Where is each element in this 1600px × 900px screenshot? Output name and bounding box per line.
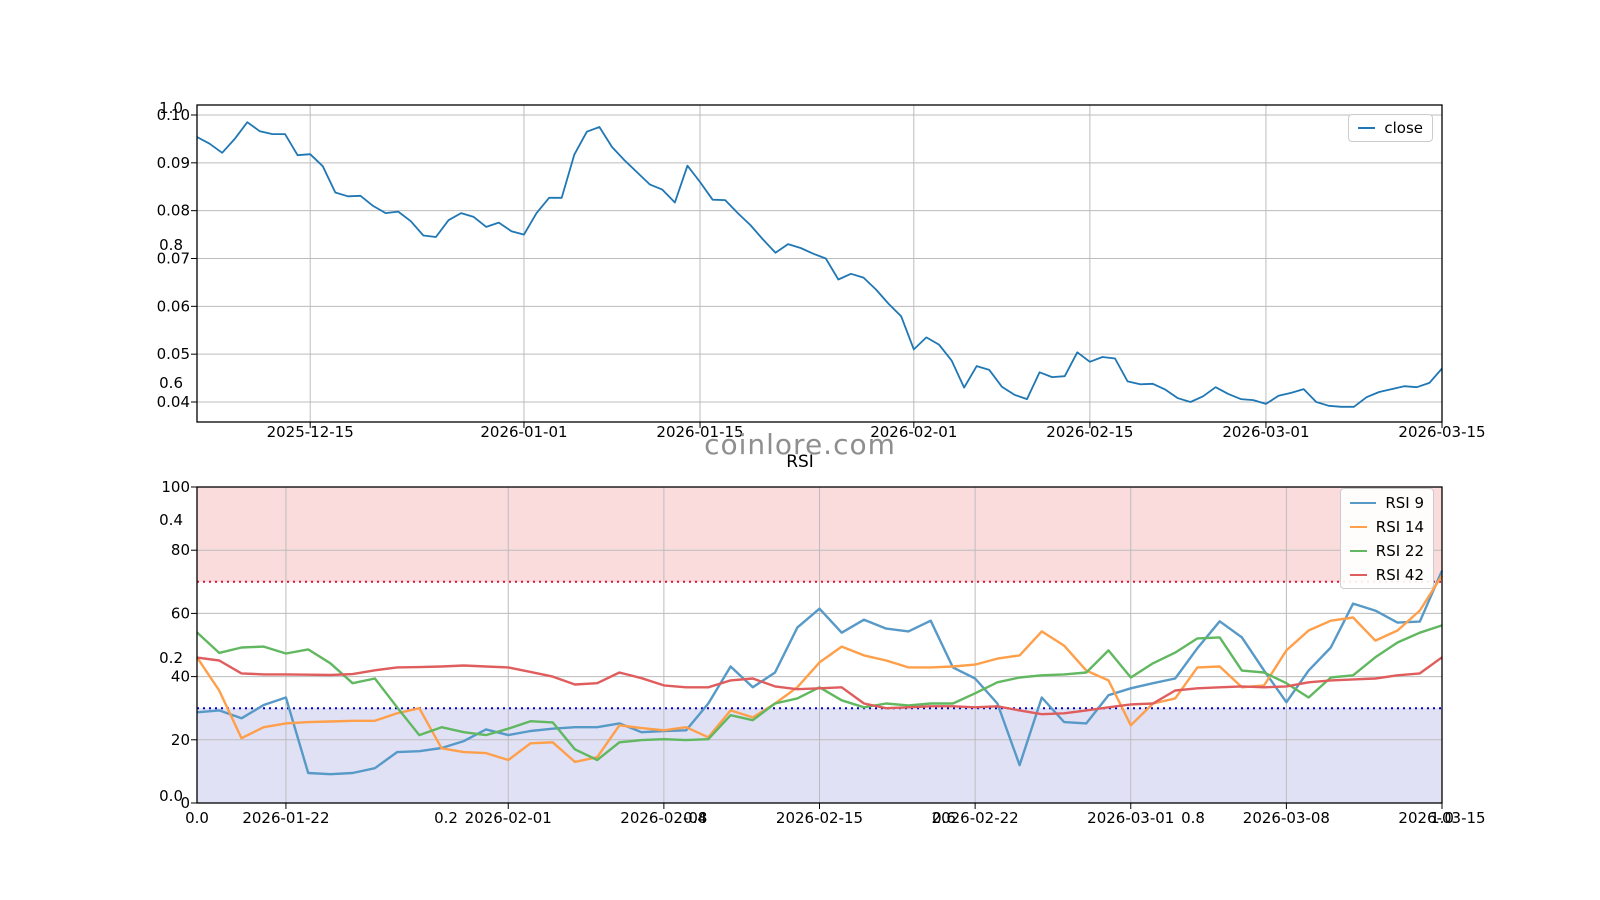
overlay-x-tick-label: 1.0: [1430, 809, 1454, 827]
legend-label: RSI 14: [1375, 517, 1424, 536]
overlay-y-tick-label: 1.0: [159, 99, 183, 117]
legend-label: RSI 22: [1375, 541, 1424, 560]
legend-line-sample: [1350, 525, 1367, 528]
rsi-chart-title: RSI: [786, 452, 814, 472]
legend-label: RSI 9: [1385, 493, 1424, 512]
legend-line-sample: [1358, 127, 1376, 129]
rsi-x-tick-label: 2026-03-08: [1243, 809, 1330, 827]
legend-line-sample: [1350, 573, 1367, 576]
legend-entry: RSI 42: [1350, 566, 1424, 584]
price-y-tick-label: 0.08: [157, 202, 190, 220]
price-x-tick-label: 2026-03-15: [1398, 423, 1485, 441]
legend-label: RSI 42: [1375, 565, 1424, 584]
rsi-x-tick-label: 2026-02-22: [932, 809, 1019, 827]
rsi-x-tick-label: 2026-01-22: [242, 809, 329, 827]
overlay-x-tick-label: 0.6: [932, 809, 956, 827]
price-y-tick-label: 0.10: [157, 106, 190, 124]
overlay-x-tick-label: 0.8: [1181, 809, 1205, 827]
legend-line-sample: [1350, 501, 1377, 504]
rsi-line-rsi-42: [196, 656, 1443, 716]
overlay-y-tick-label: 0.4: [159, 511, 183, 529]
legend-line-sample: [1350, 549, 1367, 552]
rsi-x-tick-label: 2026-03-15: [1398, 809, 1485, 827]
rsi-legend: RSI 9 RSI 14 RSI 22 RSI 42: [1340, 488, 1434, 589]
legend-entry: RSI 22: [1350, 542, 1424, 560]
overlay-y-tick-label: 0.8: [159, 236, 183, 254]
rsi-y-tick-label: 60: [171, 604, 190, 622]
overlay-y-tick-label: 0.2: [159, 649, 183, 667]
rsi-line-rsi-14: [196, 574, 1444, 764]
price-plot-frame: [196, 104, 1443, 423]
rsi-y-tick-label: 0: [180, 794, 190, 812]
rsi-y-tick-label: 80: [171, 541, 190, 559]
rsi-y-tick-label: 20: [171, 731, 190, 749]
legend-label: close: [1384, 119, 1423, 137]
price-x-tick-label: 2026-03-01: [1222, 423, 1309, 441]
price-y-tick-label: 0.07: [157, 249, 190, 267]
legend-entry: RSI 14: [1350, 518, 1424, 536]
price-y-tick-label: 0.05: [157, 345, 190, 363]
rsi-y-tick-label: 40: [171, 668, 190, 686]
price-x-tick-label: 2025-12-15: [267, 423, 354, 441]
price-y-tick-label: 0.06: [157, 297, 190, 315]
price-y-tick-label: 0.09: [157, 154, 190, 172]
overlay-y-tick-label: 0.6: [159, 374, 183, 392]
rsi-x-tick-label: 2026-02-08: [620, 809, 707, 827]
overlay-x-tick-label: 0.4: [683, 809, 707, 827]
rsi-x-tick-label: 2026-02-15: [776, 809, 863, 827]
legend-entry: RSI 9: [1350, 494, 1424, 512]
price-x-tick-label: 2026-02-15: [1046, 423, 1133, 441]
close-line: [196, 121, 1443, 408]
rsi-x-tick-label: 2026-02-01: [465, 809, 552, 827]
overlay-x-tick-label: 0.0: [185, 809, 209, 827]
overlay-x-tick-label: 0.2: [434, 809, 458, 827]
rsi-line-rsi-9: [196, 570, 1444, 776]
legend-entry: close: [1358, 119, 1423, 137]
price-x-tick-label: 2026-01-01: [480, 423, 567, 441]
overlay-y-tick-label: 0.0: [159, 787, 183, 805]
price-y-tick-label: 0.04: [157, 393, 190, 411]
price-x-tick-label: 2026-01-15: [656, 423, 743, 441]
price-x-tick-label: 2026-02-01: [870, 423, 957, 441]
rsi-y-tick-label: 100: [161, 478, 190, 496]
rsi-x-tick-label: 2026-03-01: [1087, 809, 1174, 827]
price-legend: close: [1348, 114, 1433, 142]
